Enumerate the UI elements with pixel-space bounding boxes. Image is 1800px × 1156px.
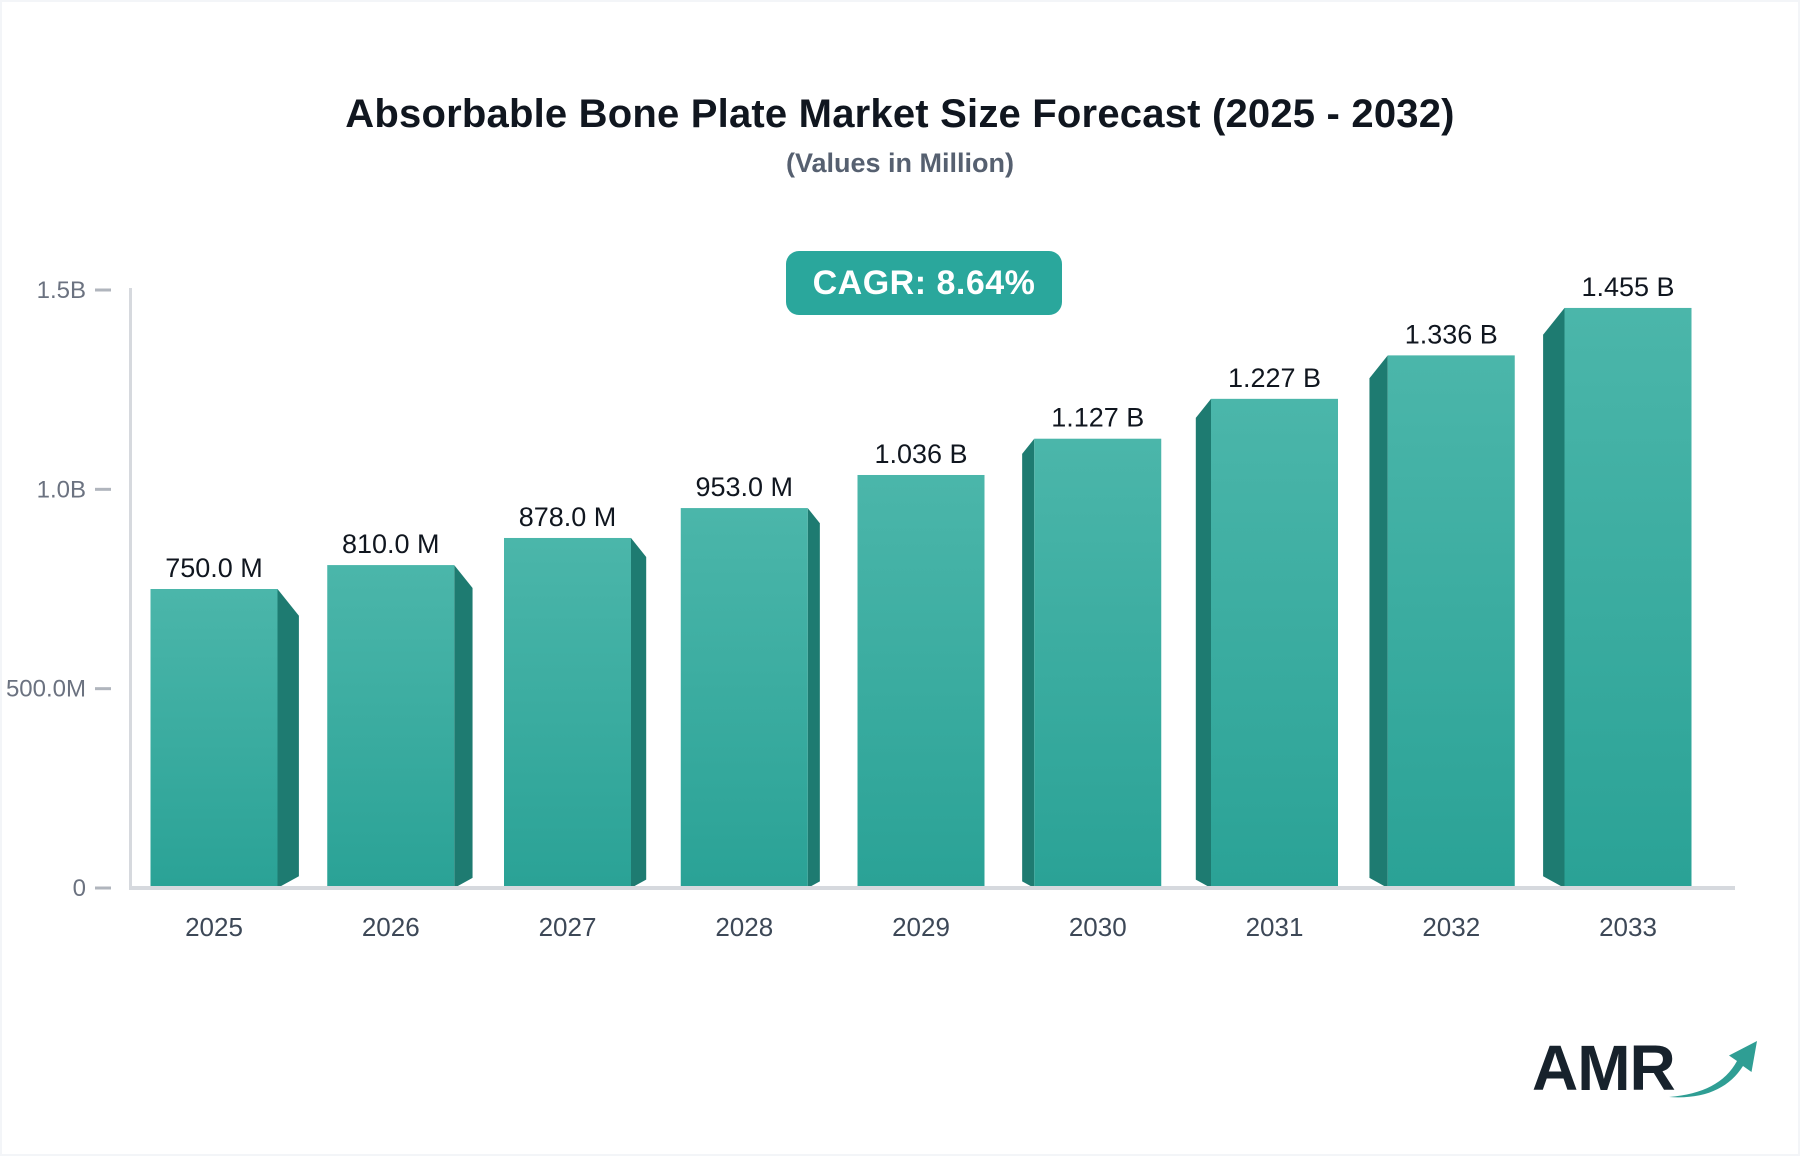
bar <box>1034 438 1162 888</box>
y-axis-tick <box>95 687 111 691</box>
y-axis-tick <box>95 487 111 491</box>
bar-value-label: 878.0 M <box>519 502 617 532</box>
bar-3d-side <box>277 589 299 888</box>
y-axis-label: 1.0B <box>37 476 86 503</box>
y-axis-label: 0 <box>73 875 86 902</box>
x-axis-label: 2033 <box>1599 912 1657 942</box>
x-axis-label: 2026 <box>362 912 420 942</box>
bar-value-label: 1.336 B <box>1405 319 1498 349</box>
x-axis-label: 2030 <box>1069 912 1127 942</box>
chart-title: Absorbable Bone Plate Market Size Foreca… <box>345 92 1455 136</box>
bar-3d-side <box>631 537 647 888</box>
bar <box>857 474 985 888</box>
bar-3d-side <box>1369 355 1388 888</box>
y-axis-tick <box>95 288 111 292</box>
bar-value-label: 1.036 B <box>874 439 967 469</box>
bar <box>680 508 808 888</box>
x-axis-label: 2028 <box>715 912 773 942</box>
x-axis-label: 2027 <box>539 912 597 942</box>
x-axis-label: 2025 <box>185 912 243 942</box>
bar-value-label: 810.0 M <box>342 529 440 559</box>
bar <box>1387 355 1515 888</box>
bar-value-label: 1.127 B <box>1051 403 1144 433</box>
amr-logo-text: AMR <box>1532 1032 1676 1104</box>
bar-value-label: 953.0 M <box>695 472 793 502</box>
bar-3d-side <box>1543 307 1565 888</box>
y-axis-line <box>129 288 132 890</box>
x-axis-line <box>129 886 1735 890</box>
x-axis-label: 2029 <box>892 912 950 942</box>
bar <box>150 589 278 888</box>
y-axis-label: 500.0M <box>6 676 86 703</box>
bar-3d-side <box>1022 438 1035 888</box>
x-axis-label: 2031 <box>1246 912 1304 942</box>
bar-value-label: 1.455 B <box>1581 272 1674 302</box>
bar <box>1564 307 1692 888</box>
chart-subtitle: (Values in Million) <box>785 148 1015 178</box>
bar-3d-side <box>807 508 820 888</box>
y-axis-tick <box>95 886 111 890</box>
bar-value-label: 750.0 M <box>165 553 263 583</box>
bar-value-label: 1.227 B <box>1228 363 1321 393</box>
cagr-badge: CAGR: 8.64% <box>786 251 1062 315</box>
x-axis-label: 2032 <box>1422 912 1480 942</box>
growth-arrow-icon <box>1668 1041 1757 1098</box>
bar <box>327 565 455 888</box>
bar-3d-side <box>454 565 473 888</box>
bar-3d-side <box>1195 398 1211 888</box>
bar <box>1211 398 1338 888</box>
amr-logo: AMR <box>1532 1036 1761 1102</box>
bar <box>504 537 631 888</box>
y-axis-label: 1.5B <box>37 277 86 304</box>
